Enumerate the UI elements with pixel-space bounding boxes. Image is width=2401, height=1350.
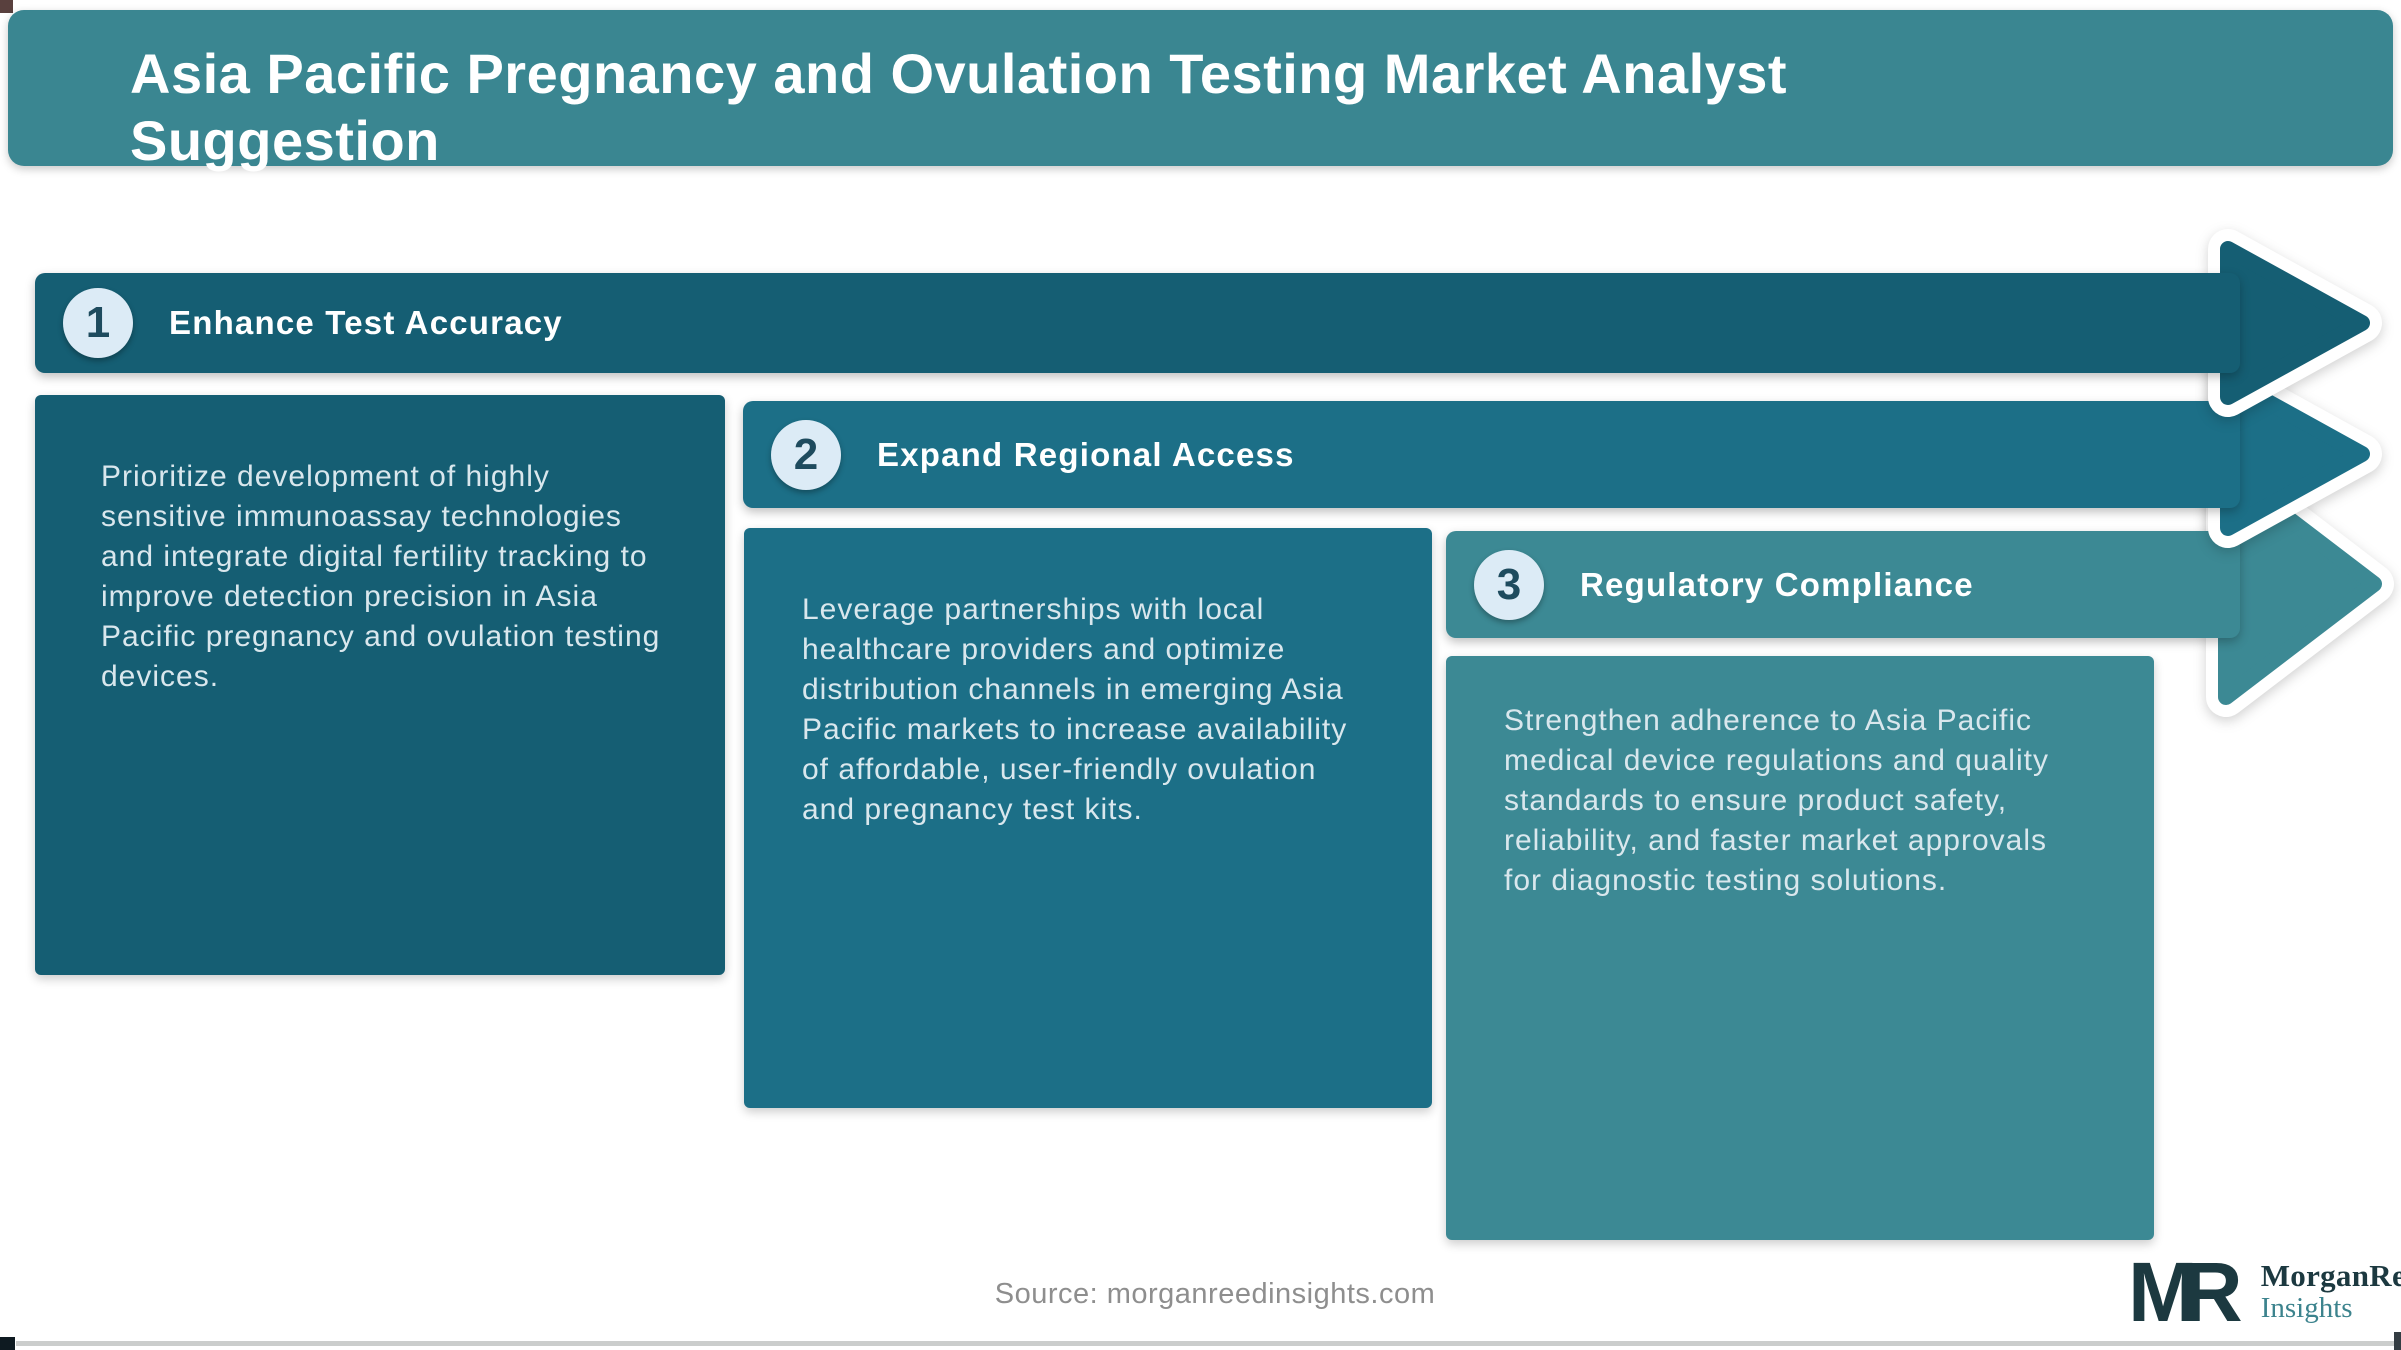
step-3-number-badge: 3 (1474, 549, 1544, 620)
logo-company-name: MorganReed (2260, 1258, 2401, 1293)
bottom-left-notch (0, 1337, 15, 1350)
window-corner-artifact (0, 0, 13, 13)
step-2-number-badge: 2 (771, 419, 841, 490)
step-1-number-badge: 1 (63, 288, 133, 358)
arrow-head-2-icon (2208, 360, 2382, 548)
step-3-description: Strengthen adherence to Asia Pacific med… (1504, 704, 2049, 897)
step-2-banner: 2 Expand Regional Access (743, 401, 2240, 508)
step-2-description: Leverage partnerships with local healthc… (802, 593, 1348, 826)
bottom-edge-line (16, 1341, 2401, 1346)
step-3-banner: 3 Regulatory Compliance (1446, 531, 2240, 638)
step-1-heading: Enhance Test Accuracy (169, 304, 563, 341)
step-1-banner: 1 Enhance Test Accuracy (35, 273, 2240, 373)
source-attribution: Source: morganreedinsights.com (994, 1278, 1436, 1310)
logo-wordmark: MorganReed Insights (2260, 1258, 2401, 1325)
step-3-description-box: Strengthen adherence to Asia Pacific med… (1446, 656, 2154, 1240)
page-title: Asia Pacific Pregnancy and Ovulation Tes… (130, 42, 1788, 173)
bottom-right-tick (2394, 1332, 2401, 1350)
step-2-description-box: Leverage partnerships with local healthc… (744, 528, 1432, 1108)
step-3-heading: Regulatory Compliance (1580, 565, 1974, 603)
logo-name-morgan: Morgan (2260, 1258, 2370, 1293)
step-1-description: Prioritize development of highly sensiti… (101, 460, 661, 693)
step-1-description-box: Prioritize development of highly sensiti… (35, 395, 725, 975)
mr-monogram-icon: MR (2128, 1245, 2243, 1339)
morganreed-logo: MR MorganReed Insights (2128, 1250, 2401, 1334)
logo-subtitle: Insights (2260, 1292, 2353, 1325)
header-banner: Asia Pacific Pregnancy and Ovulation Tes… (8, 10, 2393, 172)
logo-name-reed: Reed (2369, 1258, 2401, 1293)
step-2-heading: Expand Regional Access (877, 435, 1295, 473)
